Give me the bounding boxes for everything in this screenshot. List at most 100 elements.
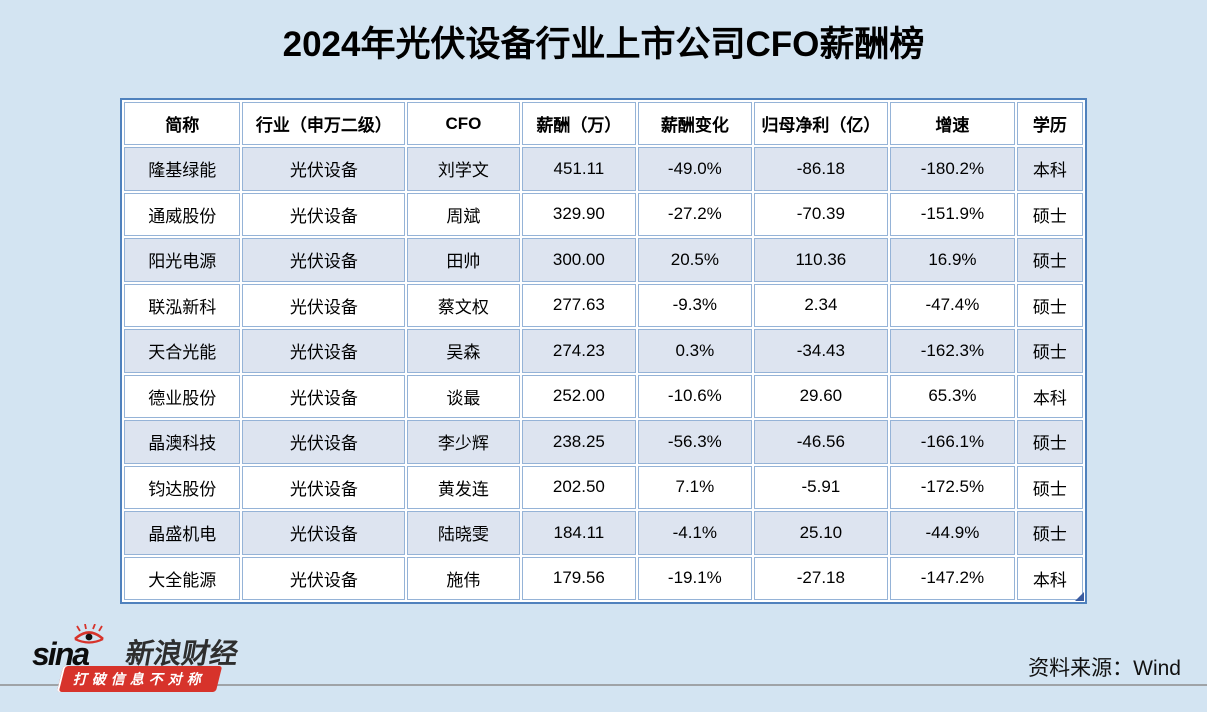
table-cell: 光伏设备 — [242, 329, 406, 373]
table-cell: 252.00 — [521, 374, 637, 418]
table-cell: 晶澳科技 — [124, 420, 241, 464]
table-cell: 隆基绿能 — [124, 147, 241, 191]
table-cell: -172.5% — [890, 465, 1015, 509]
table-cell: 光伏设备 — [242, 374, 406, 418]
table-cell: 联泓新科 — [124, 283, 241, 327]
table-cell: 谈最 — [407, 374, 520, 418]
table-cell: -147.2% — [890, 556, 1015, 600]
table-cell: 179.56 — [521, 556, 637, 600]
table-cell: 硕士 — [1016, 511, 1083, 555]
table-cell: 吴森 — [407, 329, 520, 373]
table-cell: 光伏设备 — [242, 283, 406, 327]
column-header: 归母净利（亿） — [753, 102, 889, 145]
table-cell: -151.9% — [890, 192, 1015, 236]
table-cell: -44.9% — [890, 511, 1015, 555]
table-cell: 光伏设备 — [242, 556, 406, 600]
table-row: 隆基绿能 光伏设备 刘学文 451.11 -49.0% -86.18 -180.2% 本科 — [124, 147, 1083, 191]
table-cell: -46.56 — [753, 420, 889, 464]
table-cell: 阳光电源 — [124, 238, 241, 282]
table-cell: -34.43 — [753, 329, 889, 373]
column-header: 增速 — [890, 102, 1015, 145]
table-cell: 硕士 — [1016, 238, 1083, 282]
page-title: 2024年光伏设备行业上市公司CFO薪酬榜 — [282, 25, 925, 64]
table-cell: 110.36 — [753, 238, 889, 282]
table-cell: 7.1% — [638, 465, 752, 509]
table-row: 阳光电源 光伏设备 田帅 300.00 20.5% 110.36 16.9% 硕士 — [124, 238, 1083, 282]
table-row: 通威股份 光伏设备 周斌 329.90 -27.2% -70.39 -151.9% 硕士 — [124, 192, 1083, 236]
table-row: 晶澳科技 光伏设备 李少辉 238.25 -56.3% -46.56 -166.1% 硕士 — [124, 420, 1083, 464]
table-cell: 29.60 — [753, 374, 889, 418]
table-cell: 硕士 — [1016, 465, 1083, 509]
table-cell: 硕士 — [1016, 192, 1083, 236]
table-cell: 光伏设备 — [242, 511, 406, 555]
table-cell: 16.9% — [890, 238, 1015, 282]
column-header: 薪酬变化 — [638, 102, 752, 145]
table-cell: 329.90 — [521, 192, 637, 236]
cfo-salary-table: 简称 行业（申万二级） CFO 薪酬（万） 薪酬变化 归母净利（亿） 增速 学历 隆基绿能 光伏… — [120, 98, 1087, 604]
table-cell: 光伏设备 — [242, 420, 406, 464]
table-cell: 238.25 — [521, 420, 637, 464]
table-cell: 刘学文 — [407, 147, 520, 191]
table-cell: 277.63 — [521, 283, 637, 327]
table-cell: 65.3% — [890, 374, 1015, 418]
table-cell: 451.11 — [521, 147, 637, 191]
table-cell: -162.3% — [890, 329, 1015, 373]
table-cell: 蔡文权 — [407, 283, 520, 327]
table-cell: 硕士 — [1016, 283, 1083, 327]
table-header-row: 简称 行业（申万二级） CFO 薪酬（万） 薪酬变化 归母净利（亿） 增速 学历 — [124, 102, 1083, 145]
table-cell: 钧达股份 — [124, 465, 241, 509]
table-cell: -5.91 — [753, 465, 889, 509]
column-header: 简称 — [124, 102, 241, 145]
table-row: 德业股份 光伏设备 谈最 252.00 -10.6% 29.60 65.3% 本科 — [124, 374, 1083, 418]
table-row: 钧达股份 光伏设备 黄发连 202.50 7.1% -5.91 -172.5% 硕士 — [124, 465, 1083, 509]
table-cell: -19.1% — [638, 556, 752, 600]
table-cell: 陆晓雯 — [407, 511, 520, 555]
table-row: 晶盛机电 光伏设备 陆晓雯 184.11 -4.1% 25.10 -44.9% 硕士 — [124, 511, 1083, 555]
table-cell: -10.6% — [638, 374, 752, 418]
data-source-note: 资料来源：Wind — [1028, 657, 1181, 680]
table-cell: 光伏设备 — [242, 147, 406, 191]
table-cell: 本科 — [1016, 147, 1083, 191]
table-cell: 晶盛机电 — [124, 511, 241, 555]
sina-finance-name: 新浪财经 — [123, 638, 241, 669]
table-cell: 本科 — [1016, 374, 1083, 418]
table-cell: 300.00 — [521, 238, 637, 282]
table-cell: 黄发连 — [407, 465, 520, 509]
table-cell: 光伏设备 — [242, 192, 406, 236]
table-cell: 大全能源 — [124, 556, 241, 600]
table-cell: 本科 — [1016, 556, 1083, 600]
table-cell: 274.23 — [521, 329, 637, 373]
table-cell: 184.11 — [521, 511, 637, 555]
table-row: 天合光能 光伏设备 吴森 274.23 0.3% -34.43 -162.3% 硕士 — [124, 329, 1083, 373]
table-cell: 德业股份 — [124, 374, 241, 418]
table-cell: 0.3% — [638, 329, 752, 373]
data-table: 简称 行业（申万二级） CFO 薪酬（万） 薪酬变化 归母净利（亿） 增速 学历 隆基绿能 光伏… — [120, 98, 1087, 604]
table-cell: 硕士 — [1016, 329, 1083, 373]
table-cell: 2.34 — [753, 283, 889, 327]
table-cell: 通威股份 — [124, 192, 241, 236]
table-cell: -49.0% — [638, 147, 752, 191]
table-row: 大全能源 光伏设备 施伟 179.56 -19.1% -27.18 -147.2% 本科 — [124, 556, 1083, 600]
table-cell: -27.18 — [753, 556, 889, 600]
table-cell: -56.3% — [638, 420, 752, 464]
table-cell: 天合光能 — [124, 329, 241, 373]
table-cell: -86.18 — [753, 147, 889, 191]
sina-finance-logo: sina 新浪财经 打破信息不对称 — [14, 624, 244, 692]
table-cell: -4.1% — [638, 511, 752, 555]
footer-divider — [0, 684, 1207, 686]
table-cell: -47.4% — [890, 283, 1015, 327]
table-row: 联泓新科 光伏设备 蔡文权 277.63 -9.3% 2.34 -47.4% 硕士 — [124, 283, 1083, 327]
table-cell: 光伏设备 — [242, 238, 406, 282]
table-cell: 李少辉 — [407, 420, 520, 464]
sina-tagline-banner: 打破信息不对称 — [56, 666, 223, 692]
sina-eye-icon — [74, 624, 104, 644]
table-cell: 硕士 — [1016, 420, 1083, 464]
table-cell: -9.3% — [638, 283, 752, 327]
table-cell: -27.2% — [638, 192, 752, 236]
table-cell: 光伏设备 — [242, 465, 406, 509]
table-cell: 周斌 — [407, 192, 520, 236]
sina-wordmark: sina — [32, 636, 90, 672]
column-header: 行业（申万二级） — [242, 102, 406, 145]
table-cell: -166.1% — [890, 420, 1015, 464]
table-cell: -180.2% — [890, 147, 1015, 191]
